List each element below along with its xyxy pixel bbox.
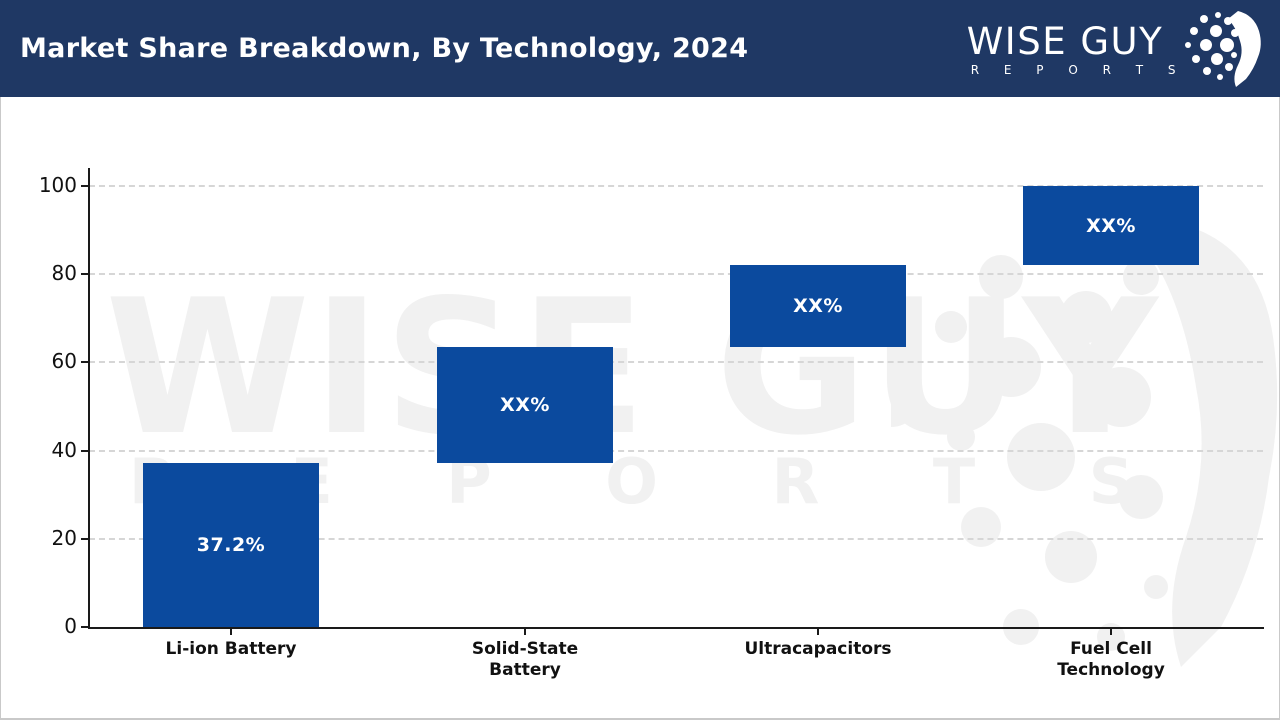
bar-value-label-ultracapacitors: XX% — [793, 295, 843, 318]
y-tick-60 — [81, 361, 89, 364]
chart-canvas: WISE GUY R E P O R T S 0 20 40 60 80 100 37.2%… — [0, 97, 1280, 720]
y-tick-20 — [81, 537, 89, 540]
y-tick-80 — [81, 273, 89, 276]
x-tick-li-ion-battery — [230, 627, 232, 635]
y-tick-0 — [81, 626, 89, 628]
y-tick-40 — [81, 449, 89, 452]
gridline-80 — [89, 273, 1263, 276]
wise-guy-reports-logo: WISE GUY R E P O R T S — [967, 6, 1264, 92]
x-axis-line — [88, 627, 1264, 629]
bar-fuel-cell-technology: XX% — [1023, 186, 1199, 266]
y-tick-label-20: 20 — [51, 525, 77, 550]
logo-head-icon — [1185, 11, 1261, 87]
logo-sub-wordmark: R E P O R T S — [970, 62, 1186, 77]
x-category-label-fuel-cell-technology: Fuel Cell Technology — [1057, 639, 1165, 680]
x-category-label-li-ion-battery: Li-ion Battery — [165, 639, 297, 659]
y-tick-label-100: 100 — [38, 173, 77, 197]
x-category-label-ultracapacitors: Ultracapacitors — [744, 639, 892, 659]
gridline-20 — [89, 537, 1263, 540]
bar-value-label-solid-state-battery: XX% — [500, 394, 550, 417]
y-tick-label-80: 80 — [51, 261, 77, 286]
bar-solid-state-battery: XX% — [437, 347, 613, 463]
plot-area: 0 20 40 60 80 100 37.2% Li-ion Battery XX% Solid-… — [1, 97, 1279, 718]
bar-value-label-fuel-cell-technology: XX% — [1086, 214, 1136, 237]
x-tick-solid-state-battery — [524, 627, 526, 635]
gridline-100 — [89, 185, 1263, 187]
x-tick-fuel-cell-technology — [1110, 627, 1112, 635]
x-tick-ultracapacitors — [817, 627, 819, 635]
bar-li-ion-battery: 37.2% — [143, 462, 319, 627]
x-category-label-solid-state-battery: Solid-State Battery — [471, 639, 579, 680]
logo-wordmark: WISE GUY — [966, 19, 1164, 63]
header-banner: Market Share Breakdown, By Technology, 2… — [0, 0, 1280, 97]
y-tick-label-40: 40 — [51, 437, 77, 462]
gridline-60 — [89, 361, 1263, 364]
y-tick-100 — [81, 185, 89, 187]
chart-title: Market Share Breakdown, By Technology, 2… — [20, 33, 749, 64]
bar-value-label-li-ion-battery: 37.2% — [196, 533, 266, 556]
y-axis-line — [88, 168, 90, 629]
y-tick-label-0: 0 — [64, 614, 77, 638]
gridline-40 — [89, 449, 1263, 452]
y-tick-label-60: 60 — [51, 349, 77, 374]
bar-ultracapacitors: XX% — [730, 265, 906, 348]
